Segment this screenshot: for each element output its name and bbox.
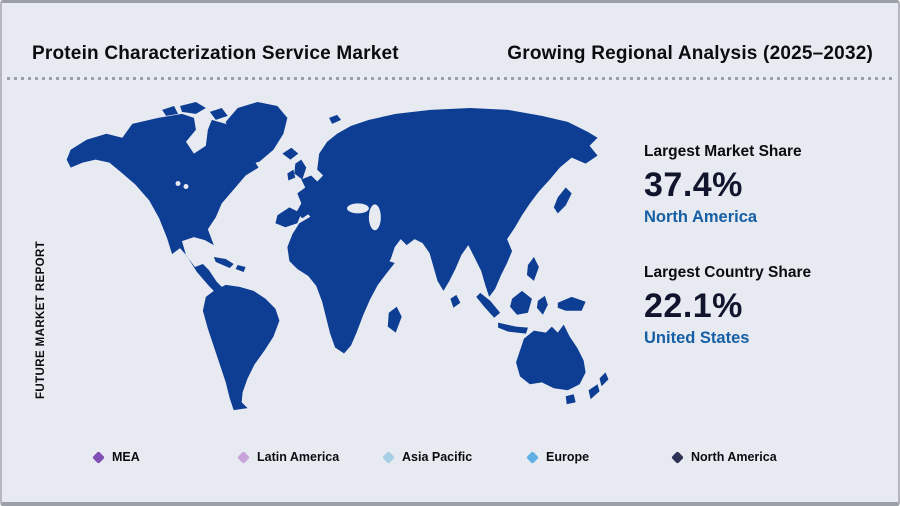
legend-item-north-america: North America xyxy=(671,450,777,464)
greenland xyxy=(225,101,288,166)
stat-largest-market-share: Largest Market Share 37.4% North America xyxy=(644,143,802,227)
legend-marker-icon xyxy=(92,450,105,464)
continent-north-america xyxy=(66,113,259,310)
stat-value: 37.4% xyxy=(644,166,743,204)
header: Protein Characterization Service Market … xyxy=(32,43,873,65)
page-title-left: Protein Characterization Service Market xyxy=(32,43,399,64)
stat-largest-country-share: Largest Country Share 22.1% United State… xyxy=(644,264,811,348)
stat-label: Largest Country Share xyxy=(644,264,812,281)
continent-south-america xyxy=(202,284,280,411)
legend-item-mea: MEA xyxy=(92,450,140,464)
legend-marker-icon xyxy=(526,450,539,464)
world-map-svg xyxy=(66,101,609,411)
legend-label: Latin America xyxy=(257,450,340,464)
legend-label: Europe xyxy=(546,450,590,464)
stat-region: North America xyxy=(644,208,758,226)
legend-label: MEA xyxy=(112,450,140,464)
legend-marker-icon xyxy=(671,450,684,464)
page-title-right: Growing Regional Analysis (2025–2032) xyxy=(507,43,873,64)
stat-value: 22.1% xyxy=(644,287,743,325)
legend-label: North America xyxy=(691,450,777,464)
continent-australia xyxy=(516,324,586,391)
legend: MEA Latin America Asia Pacific Europe No… xyxy=(2,450,898,470)
brand-vertical-label: FUTURE MARKET REPORT xyxy=(35,240,47,400)
legend-item-latin-america: Latin America xyxy=(237,450,340,464)
dotted-separator xyxy=(7,77,893,80)
stat-label: Largest Market Share xyxy=(644,143,802,160)
legend-marker-icon xyxy=(382,450,395,464)
legend-item-europe: Europe xyxy=(526,450,590,464)
legend-item-asia-pacific: Asia Pacific xyxy=(382,450,473,464)
stat-region: United States xyxy=(644,329,750,347)
continent-africa xyxy=(287,213,395,354)
legend-marker-icon xyxy=(237,450,250,464)
legend-label: Asia Pacific xyxy=(402,450,473,464)
world-map xyxy=(60,98,642,436)
